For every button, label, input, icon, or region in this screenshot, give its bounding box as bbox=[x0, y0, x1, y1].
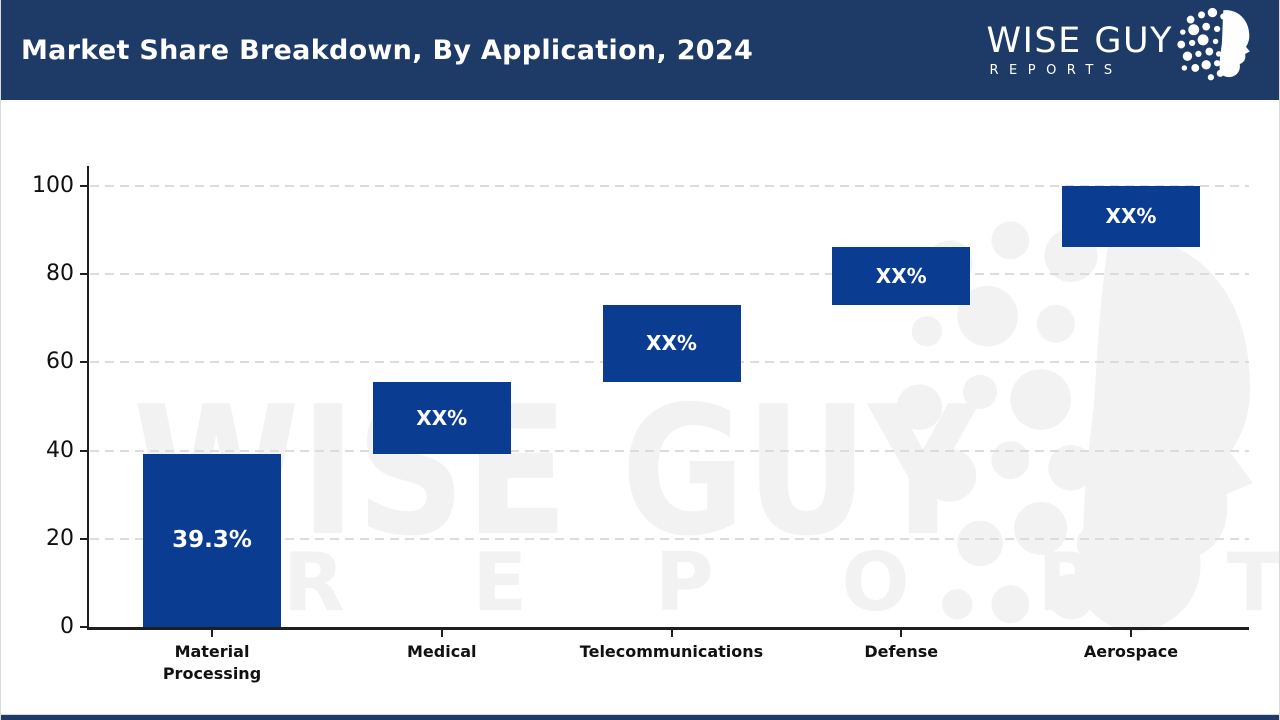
gridline-20 bbox=[90, 537, 1249, 540]
bar-value-label: XX% bbox=[416, 405, 468, 430]
x-category-label: Defense bbox=[864, 642, 939, 661]
gridline-80 bbox=[90, 273, 1249, 276]
page-title: Market Share Breakdown, By Application, … bbox=[21, 34, 754, 66]
y-tick-0 bbox=[80, 626, 88, 628]
bar-value-label: 39.3% bbox=[172, 527, 252, 554]
dotted-face-profile-icon bbox=[1177, 7, 1250, 81]
logo-wordmark: WISE GUY bbox=[986, 20, 1173, 61]
x-category-label: Telecommunications bbox=[579, 642, 764, 661]
y-axis-line bbox=[87, 166, 89, 630]
plot: 0 20 40 60 80 100 39.3% Material Processing XX% Me… bbox=[1, 100, 1279, 714]
bar-aerospace: XX% bbox=[1062, 186, 1200, 247]
x-tick-4 bbox=[1130, 630, 1132, 637]
logo-text: WISE GUY REPORTS bbox=[986, 20, 1173, 78]
x-tick-1 bbox=[440, 630, 443, 637]
header-bar: Market Share Breakdown, By Application, … bbox=[1, 0, 1279, 100]
bar-value-label: XX% bbox=[646, 331, 697, 356]
bar-value-label: XX% bbox=[1105, 204, 1157, 229]
bar-telecommunications: XX% bbox=[602, 304, 741, 383]
x-tick-3 bbox=[900, 630, 903, 637]
y-tick-label: 100 bbox=[32, 173, 74, 198]
x-category-label: Material Processing bbox=[162, 642, 262, 683]
logo-subtext: REPORTS bbox=[989, 62, 1123, 78]
x-category-label: Aerospace bbox=[1083, 642, 1179, 661]
wise-guy-reports-logo: WISE GUY REPORTS bbox=[986, 7, 1253, 93]
bar-defense: XX% bbox=[832, 246, 971, 305]
y-tick-40 bbox=[80, 449, 88, 452]
y-tick-label: 80 bbox=[46, 261, 74, 287]
footer-bar bbox=[1, 714, 1279, 720]
y-tick-label: 40 bbox=[46, 437, 74, 463]
chart-area: WISE GUY R E P O R T S 02040608010039.3%… bbox=[1, 100, 1279, 714]
x-tick-0 bbox=[211, 630, 213, 637]
y-tick-60 bbox=[80, 361, 88, 364]
gridline-40 bbox=[90, 449, 1249, 452]
x-category-label: Medical bbox=[407, 642, 477, 661]
y-tick-80 bbox=[80, 273, 88, 276]
bar-medical: XX% bbox=[372, 382, 511, 454]
y-tick-100 bbox=[80, 185, 88, 187]
x-tick-2 bbox=[670, 630, 673, 637]
y-tick-label: 20 bbox=[46, 525, 74, 551]
y-tick-20 bbox=[80, 537, 88, 540]
bar-value-label: XX% bbox=[875, 263, 927, 288]
y-tick-label: 60 bbox=[46, 349, 74, 375]
y-tick-label: 0 bbox=[60, 614, 74, 639]
bar-material-processing: 39.3% bbox=[143, 453, 281, 627]
gridline-100 bbox=[90, 185, 1249, 187]
x-axis-line bbox=[87, 627, 1249, 630]
